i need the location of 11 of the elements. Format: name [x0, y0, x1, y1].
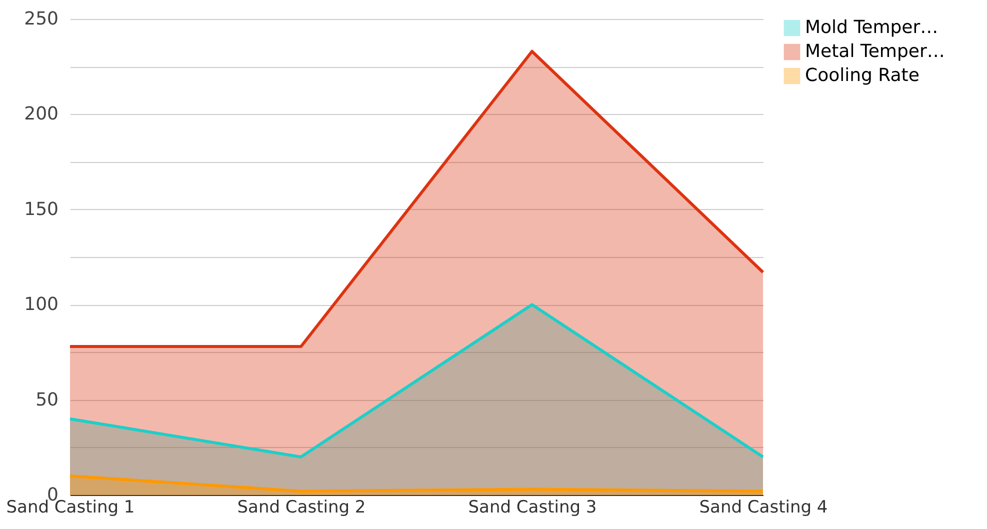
- y-tick-label: 100: [24, 294, 58, 316]
- y-tick-label: 250: [24, 8, 58, 30]
- legend-label: Cooling Rate: [805, 65, 920, 86]
- x-tick-label: Sand Casting 4: [699, 498, 828, 518]
- legend-label: Metal Temper…: [805, 41, 945, 62]
- legend-label: Mold Temper…: [805, 17, 938, 38]
- y-tick-label: 150: [24, 198, 58, 220]
- x-tick-label: Sand Casting 3: [468, 498, 597, 518]
- y-tick-label: 200: [24, 104, 58, 125]
- x-tick-label: Sand Casting 2: [237, 498, 366, 518]
- y-tick-label: 50: [36, 389, 58, 410]
